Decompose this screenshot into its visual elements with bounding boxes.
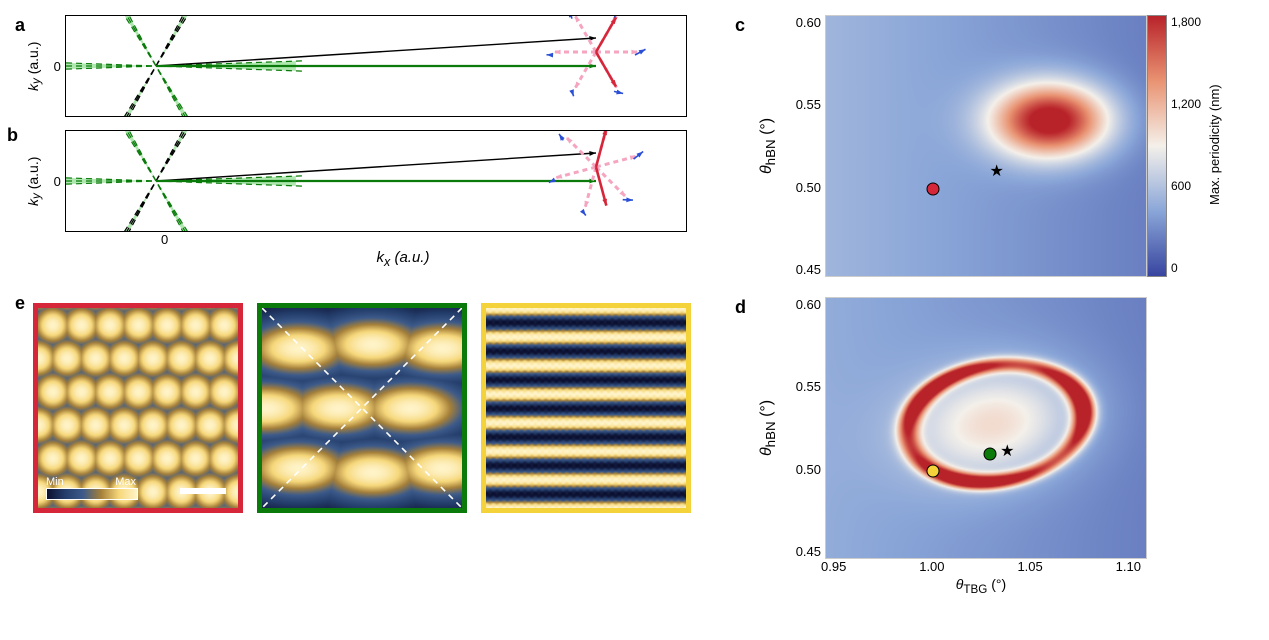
ytick: 0.55 — [783, 97, 821, 112]
colorbar-block: 1,800 1,200 600 0 Max. periodicity (nm) — [1147, 15, 1222, 277]
panel-e-row: MinMax — [33, 303, 691, 513]
marker-star: ★ — [1000, 444, 1014, 460]
panel-d-yticks: 0.60 0.55 0.50 0.45 — [783, 297, 825, 559]
scale-bar — [180, 488, 226, 494]
ytick: 0.50 — [783, 180, 821, 195]
ytick: 0.45 — [783, 262, 821, 277]
colorbar-ticks: 1,800 1,200 600 0 — [1171, 15, 1201, 275]
panel-b-ylabel: ky (a.u.) — [25, 131, 43, 231]
panel-d-ylabel: θhBN (°) — [753, 297, 783, 559]
ab-xlabel: kx (a.u.) — [25, 249, 781, 269]
panel-d-label: d — [735, 297, 753, 318]
e-tile-1: MinMax — [33, 303, 243, 513]
panels-ab-block: a ky (a.u.) 0 b ky (a.u.) 0 — [15, 15, 715, 269]
figure: a ky (a.u.) 0 b ky (a.u.) 0 — [15, 15, 1254, 606]
cbar-tick: 0 — [1171, 261, 1201, 275]
marker-circle — [984, 448, 997, 461]
panel-e-block: e MinMax — [15, 293, 715, 513]
panel-a-row: ky (a.u.) 0 — [25, 15, 781, 117]
panel-b-label: b — [7, 125, 25, 146]
panel-a-label: a — [15, 15, 25, 36]
ytick: 0.50 — [783, 462, 821, 477]
marker-circle — [926, 183, 939, 196]
marker-circle — [926, 465, 939, 478]
right-column: c θhBN (°) 0.60 0.55 0.50 0.45 ★ 1,800 1,200… — [735, 15, 1255, 596]
xtick: 1.10 — [1116, 559, 1141, 574]
colorbar — [1147, 15, 1167, 277]
panel-d-heat: θhBN (°) 0.60 0.55 0.50 0.45 ★ — [753, 297, 1165, 559]
panel-d-plot: ★ — [825, 297, 1147, 559]
panel-c-content: θhBN (°) 0.60 0.55 0.50 0.45 ★ 1,800 1,200 60… — [753, 15, 1222, 277]
panel-d-block: d θhBN (°) 0.60 0.55 0.50 0.45 ★ 0.95 1.00 1.… — [735, 297, 1255, 596]
xtick: 0.95 — [821, 559, 846, 574]
panels-ab-content: ky (a.u.) 0 b ky (a.u.) 0 0 kx (a.u.) — [25, 15, 781, 269]
xtick: 1.05 — [1017, 559, 1042, 574]
xtick: 1.00 — [919, 559, 944, 574]
e-tile-3 — [481, 303, 691, 513]
panel-c-heat: θhBN (°) 0.60 0.55 0.50 0.45 ★ 1,800 1,200 60… — [753, 15, 1222, 277]
panel-d-content: θhBN (°) 0.60 0.55 0.50 0.45 ★ 0.95 1.00 1.05… — [753, 297, 1165, 596]
panel-c-label: c — [735, 15, 753, 36]
panel-a-ytick: 0 — [43, 59, 65, 74]
panel-c-plot: ★ — [825, 15, 1147, 277]
panel-c-ylabel: θhBN (°) — [753, 15, 783, 277]
ab-xtick-row: 0 — [79, 232, 781, 247]
colorbar-title: Max. periodicity (nm) — [1207, 15, 1222, 275]
cbar-tick: 1,200 — [1171, 97, 1201, 111]
mini-colorbar: MinMax — [46, 476, 138, 500]
panel-b-ytick: 0 — [43, 174, 65, 189]
ylabel-text: ky (a.u.) — [25, 41, 41, 90]
cbar-tick: 600 — [1171, 179, 1201, 193]
ytick: 0.55 — [783, 379, 821, 394]
left-column: a ky (a.u.) 0 b ky (a.u.) 0 — [15, 15, 715, 596]
ylabel-text-b: ky (a.u.) — [25, 156, 41, 205]
ab-xtick: 0 — [79, 232, 781, 247]
marker-star: ★ — [989, 164, 1003, 180]
panel-a-ylabel: ky (a.u.) — [25, 16, 43, 116]
panel-c-block: c θhBN (°) 0.60 0.55 0.50 0.45 ★ 1,800 1,200… — [735, 15, 1255, 277]
ytick: 0.45 — [783, 544, 821, 559]
e-tile-2 — [257, 303, 467, 513]
ytick: 0.60 — [783, 15, 821, 30]
panel-b-plot — [65, 130, 687, 232]
panel-e-label: e — [15, 293, 33, 314]
panel-a-plot — [65, 15, 687, 117]
panel-d-xlabel: θTBG (°) — [821, 576, 1141, 596]
panel-b-row: ky (a.u.) 0 — [25, 130, 781, 232]
cbar-tick: 1,800 — [1171, 15, 1201, 29]
panel-d-xticks: 0.95 1.00 1.05 1.10 — [821, 559, 1141, 574]
panel-c-yticks: 0.60 0.55 0.50 0.45 — [783, 15, 825, 277]
ytick: 0.60 — [783, 297, 821, 312]
